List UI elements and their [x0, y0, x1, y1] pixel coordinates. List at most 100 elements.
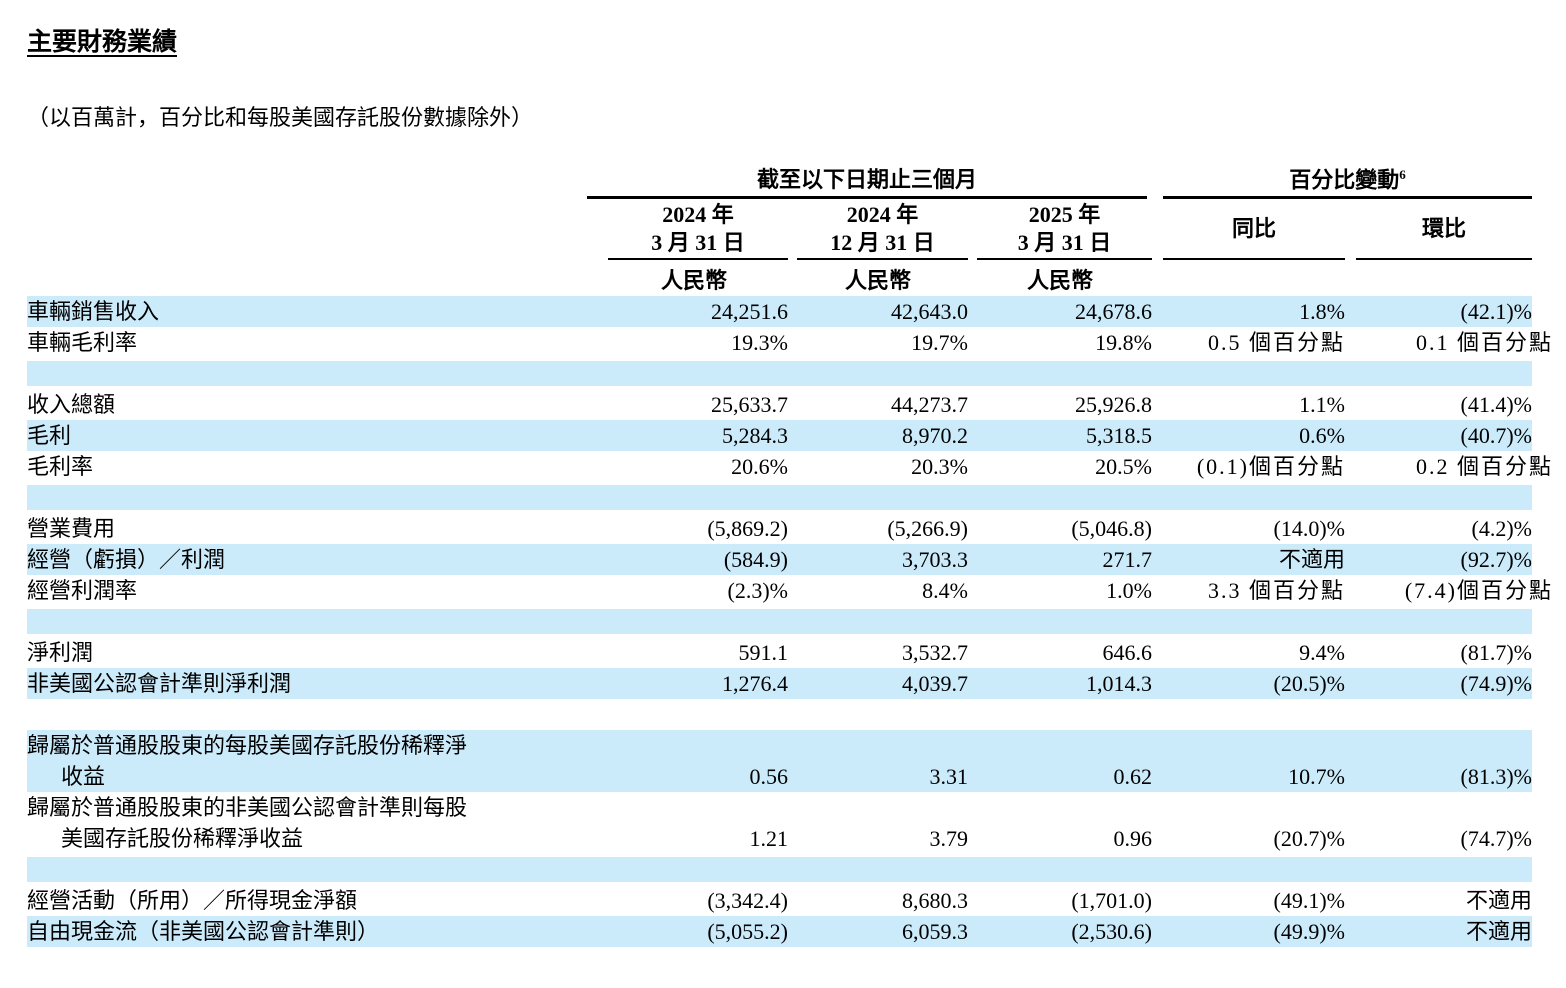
- cell-value: 20.3%: [911, 454, 968, 480]
- row-label: 收入總額: [27, 392, 116, 418]
- cell-value: (92.7)%: [1460, 547, 1533, 573]
- cell-value: (74.9)%: [1460, 671, 1533, 697]
- cell-value: (49.9)%: [1273, 919, 1345, 945]
- table-row: 經營活動（所用）／所得現金淨額 (3,342.4) 8,680.3 (1,701.0)…: [27, 885, 1532, 916]
- cell-value: 0.56: [749, 764, 789, 790]
- column-header-date-3: 2025 年 3 月 31 日: [968, 199, 1152, 261]
- row-label: 車輛銷售收入: [27, 299, 160, 325]
- table-body: 車輛銷售收入 24,251.6 42,643.0 24,678.6 1.8% (42.1)…: [27, 296, 1554, 948]
- row-label: 車輛毛利率: [27, 330, 138, 356]
- cell-value: 3.31: [929, 764, 969, 790]
- cell-value: 不適用: [1466, 919, 1533, 945]
- currency-label: 人民幣: [660, 268, 727, 294]
- date-year: 2025 年: [1028, 202, 1101, 228]
- spacer-row: [27, 854, 1533, 885]
- cell-value: 24,251.6: [711, 299, 788, 325]
- cell-value: 0.62: [1113, 764, 1153, 790]
- cell-value: (74.7)%: [1460, 826, 1533, 852]
- cell-value: (7.4)個百分點: [1404, 578, 1554, 604]
- spacer-row: [27, 606, 1533, 637]
- table-row: 車輛毛利率 19.3% 19.7% 19.8% 0.5 個百分點 0.1 個百分點: [27, 327, 1551, 358]
- currency-label: 人民幣: [1026, 268, 1093, 294]
- cell-value: (1,701.0): [1071, 888, 1152, 914]
- table-row: 經營利潤率 (2.3)% 8.4% 1.0% 3.3 個百分點 (7.4)個百分點: [27, 575, 1554, 606]
- column-header-yoy: 同比: [1152, 199, 1345, 261]
- cell-value: 1.8%: [1299, 299, 1345, 325]
- cell-value: 1,276.4: [722, 671, 788, 697]
- cell-value: (40.7)%: [1460, 423, 1533, 449]
- date-day: 12 月 31 日: [830, 230, 935, 256]
- financial-table: 截至以下日期止三個月 百分比變動6 2024 年 3 月 31 日 2024 年: [27, 161, 1554, 948]
- cell-value: 10.7%: [1288, 764, 1345, 790]
- row-label: 經營利潤率: [27, 578, 138, 604]
- cell-value: (2,530.6): [1071, 919, 1152, 945]
- cell-value: 591.1: [738, 640, 789, 666]
- cell-value: 3,703.3: [902, 547, 968, 573]
- row-label: 淨利潤: [27, 640, 94, 666]
- date-year: 2024 年: [662, 202, 734, 228]
- cell-value: (3,342.4): [707, 888, 788, 914]
- spacer-row: [27, 482, 1533, 513]
- cell-value: (81.7)%: [1460, 640, 1533, 666]
- table-row: 收入總額 25,633.7 44,273.7 25,926.8 1.1% (41.4)%: [27, 389, 1532, 420]
- row-shade-band: [27, 361, 1533, 387]
- cell-value: (5,046.8): [1071, 516, 1152, 542]
- cell-value: (4.2)%: [1471, 516, 1533, 542]
- cell-value: 0.2 個百分點: [1416, 454, 1554, 480]
- cell-value: 20.5%: [1095, 454, 1152, 480]
- cell-value: 0.96: [1113, 826, 1153, 852]
- column-header-qoq: 環比: [1345, 199, 1533, 261]
- row-label: 非美國公認會計準則淨利潤: [27, 671, 292, 697]
- row-label: 毛利: [27, 423, 72, 449]
- cell-value: 3.79: [929, 826, 969, 852]
- cell-value: (0.1)個百分點: [1196, 454, 1345, 480]
- spacer-cell: [27, 699, 1532, 730]
- column-header-row: 2024 年 3 月 31 日 2024 年 12 月 31 日 2025 年 …: [27, 199, 1533, 261]
- cell-value: 1.1%: [1299, 392, 1345, 418]
- cell-value: (20.5)%: [1273, 671, 1345, 697]
- table-row: 經營（虧損）／利潤 (584.9) 3,703.3 271.7 不適用 (92.7)%: [27, 544, 1533, 576]
- row-shade-band: [27, 857, 1533, 883]
- group-header-row: 截至以下日期止三個月 百分比變動6: [27, 161, 1533, 200]
- cell-value: 20.6%: [731, 454, 788, 480]
- table-row: 歸屬於普通股股東的每股美國存託股份稀釋淨 收益 0.56 3.31 0.62 10.7% (…: [27, 730, 1533, 793]
- table-row: 淨利潤 591.1 3,532.7 646.6 9.4% (81.7)%: [27, 637, 1532, 668]
- cell-value: (41.4)%: [1460, 392, 1533, 418]
- table-row: 車輛銷售收入 24,251.6 42,643.0 24,678.6 1.8% (42.1)…: [27, 296, 1533, 328]
- table-row: 營業費用 (5,869.2) (5,266.9) (5,046.8) (14.0)% (4…: [27, 513, 1532, 544]
- table-row: 毛利率 20.6% 20.3% 20.5% (0.1)個百分點 0.2 個百分點: [27, 451, 1554, 482]
- cell-value: (5,055.2): [707, 919, 788, 945]
- label-column-spacer: [27, 260, 600, 296]
- spacer-cell: [27, 358, 1533, 389]
- cell-value: 5,318.5: [1086, 423, 1152, 449]
- cell-value: (42.1)%: [1460, 299, 1533, 325]
- cell-value: 19.8%: [1095, 330, 1152, 356]
- period-group-header: 截至以下日期止三個月: [587, 166, 1147, 200]
- cell-value: 4,039.7: [902, 671, 968, 697]
- label-column-spacer: [27, 199, 600, 260]
- cell-value: 3.3 個百分點: [1207, 578, 1345, 604]
- currency-cell-3: 人民幣: [968, 260, 1152, 296]
- page-subtitle: （以百萬計，百分比和每股美國存託股份數據除外）: [27, 105, 534, 130]
- spacer-row: [27, 699, 1532, 730]
- row-label: 歸屬於普通股股東的非美國公認會計準則每股 美國存託股份稀釋淨收益: [27, 795, 468, 852]
- currency-cell-1: 人民幣: [600, 260, 788, 296]
- label-column-spacer: [27, 161, 600, 199]
- column-header-date-1: 2024 年 3 月 31 日: [600, 199, 788, 261]
- currency-row: 人民幣 人民幣 人民幣: [27, 260, 1532, 296]
- cell-value: (49.1)%: [1273, 888, 1345, 914]
- cell-value: 5,284.3: [722, 423, 788, 449]
- page-title: 主要財務業績: [27, 29, 178, 56]
- row-shade-band: [27, 609, 1533, 635]
- cell-value: (14.0)%: [1273, 516, 1345, 542]
- cell-value: 9.4%: [1299, 640, 1345, 666]
- table-row: 自由現金流（非美國公認會計準則） (5,055.2) 6,059.3 (2,530.6…: [27, 916, 1533, 948]
- pct-change-label: 百分比變動: [1289, 167, 1400, 193]
- cell-value: 42,643.0: [891, 299, 968, 325]
- pct-change-group-header-cell: 百分比變動6: [1152, 161, 1533, 200]
- cell-value: (81.3)%: [1460, 764, 1533, 790]
- cell-value: 3,532.7: [902, 640, 968, 666]
- cell-value: 19.7%: [911, 330, 968, 356]
- cell-value: 44,273.7: [891, 392, 968, 418]
